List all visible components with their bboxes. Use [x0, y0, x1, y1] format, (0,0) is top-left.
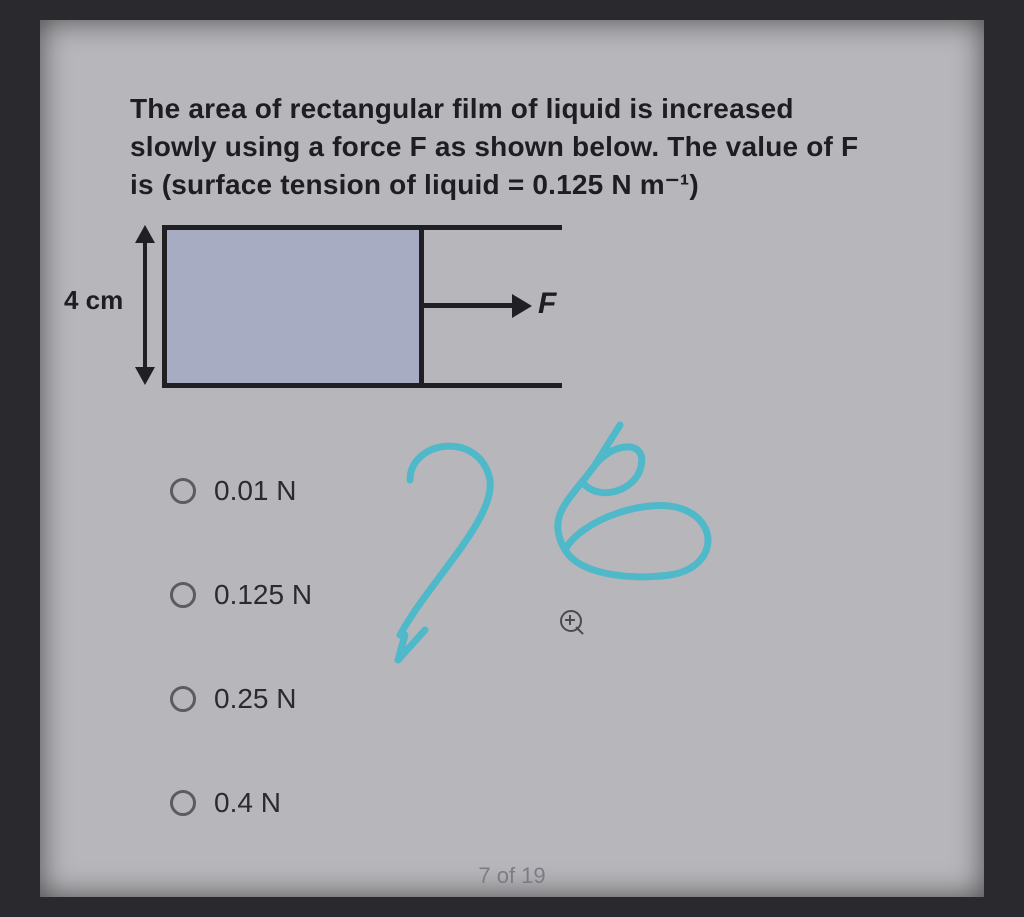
- question-text: The area of rectangular film of liquid i…: [130, 90, 890, 203]
- film-diagram: 4 cm F: [124, 215, 604, 415]
- option-d[interactable]: 0.4 N: [170, 787, 890, 819]
- option-label: 0.01 N: [214, 475, 297, 507]
- question-line-1: The area of rectangular film of liquid i…: [130, 93, 794, 124]
- option-b[interactable]: 0.125 N: [170, 579, 890, 611]
- option-a[interactable]: 0.01 N: [170, 475, 890, 507]
- page-scan: The area of rectangular film of liquid i…: [40, 20, 984, 897]
- height-dimension-arrow: [128, 225, 162, 385]
- radio-icon: [170, 686, 196, 712]
- force-label: F: [538, 287, 556, 321]
- arrow-down-icon: [135, 367, 155, 385]
- height-dimension-label: 4 cm: [64, 285, 123, 316]
- frame-edge-bottom: [162, 383, 562, 388]
- option-label: 0.125 N: [214, 579, 312, 611]
- force-arrow-head-icon: [512, 294, 532, 318]
- radio-icon: [170, 582, 196, 608]
- force-arrow-shaft: [424, 303, 514, 308]
- question-line-2: slowly using a force F as shown below. T…: [130, 131, 858, 162]
- page-counter: 7 of 19: [478, 863, 545, 889]
- question-line-3: is (surface tension of liquid = 0.125 N …: [130, 169, 699, 200]
- radio-icon: [170, 478, 196, 504]
- question-block: The area of rectangular film of liquid i…: [130, 90, 890, 891]
- liquid-film-rect: [167, 230, 424, 383]
- dimension-line: [143, 235, 147, 375]
- zoom-plus-v: [569, 615, 571, 625]
- option-c[interactable]: 0.25 N: [170, 683, 890, 715]
- radio-icon: [170, 790, 196, 816]
- options-group: 0.01 N 0.125 N 0.25 N 0.4 N: [170, 475, 890, 819]
- zoom-in-icon[interactable]: [560, 610, 586, 636]
- option-label: 0.4 N: [214, 787, 281, 819]
- option-label: 0.25 N: [214, 683, 297, 715]
